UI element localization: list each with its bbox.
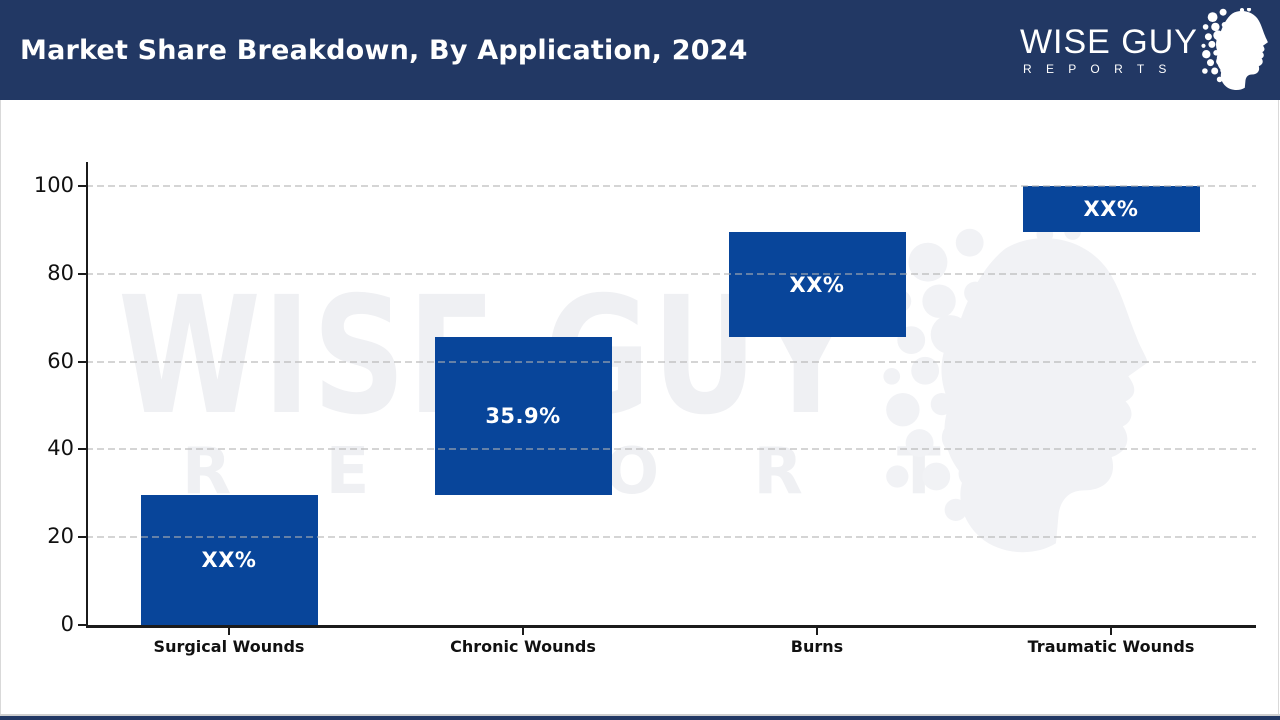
- x-tick-mark: [816, 628, 818, 635]
- y-tick-label: 40: [47, 436, 74, 461]
- y-tick-mark: [78, 360, 86, 363]
- y-tick-label: 80: [47, 260, 74, 285]
- page-title: Market Share Breakdown, By Application, …: [20, 34, 748, 66]
- bar-value-label: XX%: [789, 272, 845, 297]
- logo-sub-text: R E P O R T S: [1022, 61, 1172, 76]
- y-tick-mark: [78, 624, 86, 626]
- header-bar: Market Share Breakdown, By Application, …: [0, 0, 1280, 100]
- bar-surgical-wounds: XX%: [140, 494, 318, 625]
- wiseguy-head-icon: [1201, 8, 1268, 91]
- content-left-border: [0, 100, 1, 714]
- x-category-label: Burns: [790, 637, 844, 656]
- gridline-40: [86, 448, 1256, 451]
- footer-divider: [0, 714, 1280, 716]
- y-tick-label: 60: [47, 348, 74, 373]
- bar-traumatic-wounds: XX%: [1022, 186, 1200, 233]
- bar-value-label: 35.9%: [485, 403, 561, 428]
- gridline-20: [86, 536, 1256, 539]
- y-tick-mark: [78, 272, 86, 275]
- x-tick-mark: [228, 628, 230, 635]
- x-category-label: Chronic Wounds: [450, 637, 596, 656]
- y-tick-mark: [78, 536, 86, 539]
- y-tick-label: 20: [47, 524, 74, 549]
- wiseguy-logo: WISE GUY R E P O R T S: [1020, 7, 1270, 93]
- gridline-60: [86, 360, 1256, 363]
- x-axis-line: [86, 625, 1256, 628]
- bar-value-label: XX%: [1083, 197, 1139, 222]
- wiseguy-head-watermark-icon: [883, 226, 1148, 553]
- x-tick-mark: [522, 628, 524, 635]
- logo-wordmark: WISE GUY R E P O R T S: [1020, 25, 1198, 76]
- gridline-80: [86, 272, 1256, 275]
- y-tick-label: 100: [33, 173, 74, 197]
- x-category-label: Traumatic Wounds: [1027, 637, 1195, 656]
- content-right-border: [1278, 100, 1279, 714]
- x-tick-mark: [1110, 628, 1112, 635]
- y-tick-mark: [78, 185, 86, 187]
- chart-plot-area: WISE GUY R E P O R T S XX% 35.9% XX% XX% 0 20…: [0, 100, 1280, 714]
- logo-name-text: WISE GUY: [1019, 22, 1198, 61]
- x-category-label: Surgical Wounds: [153, 637, 305, 656]
- bar-value-label: XX%: [201, 547, 257, 572]
- bar-burns: XX%: [728, 232, 906, 337]
- y-tick-mark: [78, 448, 86, 451]
- y-axis-line: [86, 162, 88, 628]
- gridline-100: [86, 185, 1256, 187]
- bar-chronic-wounds: 35.9%: [434, 337, 612, 495]
- footer-bar: [0, 716, 1280, 720]
- y-tick-label: 0: [60, 612, 74, 636]
